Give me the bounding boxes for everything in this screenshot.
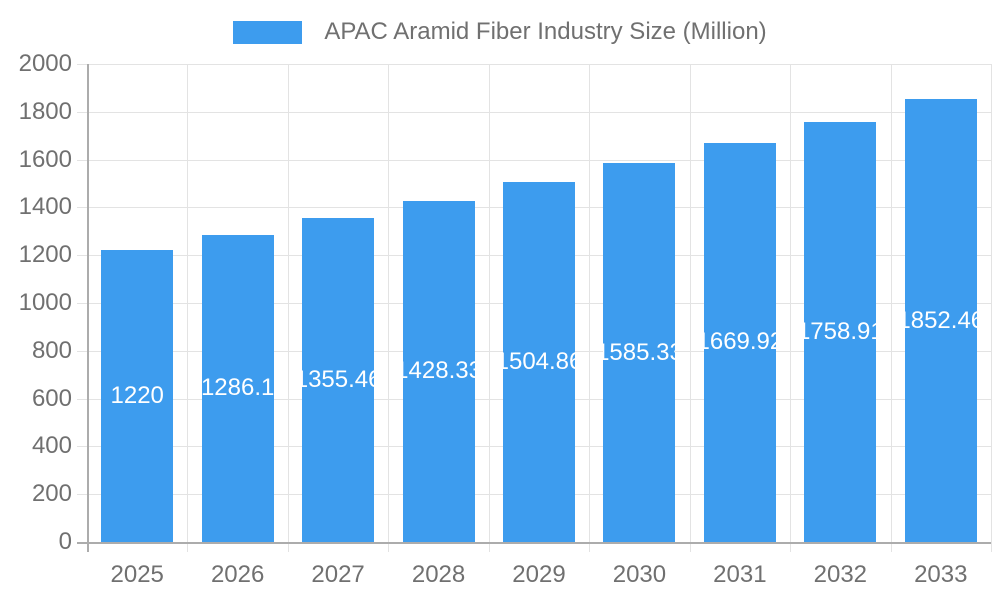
grid-line-vertical <box>589 64 591 542</box>
x-axis-tick-label: 2028 <box>411 561 466 588</box>
grid-line-horizontal <box>87 111 991 113</box>
x-axis-tick-label: 2033 <box>914 561 968 588</box>
x-axis-tick <box>589 542 591 552</box>
y-axis-tick-label: 1200 <box>18 241 72 269</box>
x-axis-tick-label: 2026 <box>210 561 265 588</box>
y-axis-tick-label: 1400 <box>18 193 72 221</box>
x-axis-tick <box>991 542 992 552</box>
x-axis-tick <box>689 542 691 552</box>
y-axis-line <box>87 64 89 552</box>
y-axis-tick-label: 1600 <box>18 145 72 173</box>
bar-value-label: 1428.33 <box>403 357 475 385</box>
x-axis-line <box>77 542 991 544</box>
grid-line-vertical <box>287 64 289 542</box>
y-axis-tick <box>77 207 87 209</box>
y-axis-tick <box>77 398 87 400</box>
grid-line-vertical <box>890 64 892 542</box>
y-axis-tick-label: 0 <box>58 528 72 555</box>
bar[interactable]: 1758.91 <box>804 121 877 542</box>
bar[interactable]: 1852.46 <box>904 99 977 542</box>
bar-value-label: 1504.86 <box>503 348 575 376</box>
grid-line-vertical <box>991 64 992 542</box>
y-axis-tick-label: 600 <box>31 384 72 412</box>
x-axis-tick <box>287 542 289 552</box>
legend-label[interactable]: APAC Aramid Fiber Industry Size (Million… <box>324 18 767 45</box>
x-axis-tick-label: 2032 <box>813 561 868 588</box>
x-axis-tick <box>388 542 390 552</box>
grid-line-horizontal <box>87 159 991 161</box>
grid-line-horizontal <box>87 64 991 65</box>
y-axis-tick <box>77 111 87 113</box>
y-axis-tick-label: 1800 <box>18 97 72 125</box>
legend-swatch[interactable] <box>233 20 303 44</box>
bar-value-label: 1758.91 <box>804 317 876 345</box>
y-axis-tick-label: 2000 <box>18 50 72 77</box>
bar[interactable]: 1585.33 <box>603 163 676 542</box>
x-axis-tick-label: 2030 <box>612 561 667 588</box>
grid-line-vertical <box>689 64 691 542</box>
x-axis-tick <box>488 542 490 552</box>
bar-value-label: 1585.33 <box>603 338 675 366</box>
y-axis-tick <box>77 350 87 352</box>
y-axis-tick <box>77 64 87 65</box>
y-axis-tick <box>77 255 87 257</box>
y-axis-tick <box>77 159 87 161</box>
x-axis-tick-label: 2029 <box>512 561 566 588</box>
bar-value-label: 1852.46 <box>905 306 977 334</box>
bar[interactable]: 1428.33 <box>402 200 475 542</box>
x-axis-tick <box>790 542 792 552</box>
x-axis-tick <box>890 542 892 552</box>
x-axis-tick-label: 2031 <box>713 561 767 588</box>
legend[interactable]: APAC Aramid Fiber Industry Size (Million… <box>0 18 1000 46</box>
grid-line-vertical <box>790 64 792 542</box>
bar[interactable]: 1504.86 <box>503 182 575 542</box>
y-axis-tick <box>77 303 87 304</box>
grid-line-vertical <box>187 64 189 542</box>
bar[interactable]: 1220 <box>101 250 174 542</box>
x-axis-tick-label: 2027 <box>311 561 365 588</box>
bar[interactable]: 1669.92 <box>703 142 776 542</box>
bar-value-label: 1286.1 <box>201 374 274 402</box>
y-axis-tick <box>77 446 87 448</box>
x-axis-tick <box>187 542 189 552</box>
x-axis-tick-label: 2025 <box>110 561 164 588</box>
bar[interactable]: 1286.1 <box>201 234 274 542</box>
y-axis-tick-label: 200 <box>31 480 72 508</box>
y-axis-tick-label: 1000 <box>18 289 72 316</box>
bar-value-label: 1669.92 <box>704 328 776 356</box>
grid-line-vertical <box>488 64 490 542</box>
grid-line-vertical <box>388 64 390 542</box>
y-axis-tick <box>77 494 87 496</box>
y-axis-tick-label: 400 <box>31 432 72 460</box>
y-axis-tick-label: 800 <box>31 336 72 364</box>
bar-value-label: 1220 <box>110 382 164 410</box>
